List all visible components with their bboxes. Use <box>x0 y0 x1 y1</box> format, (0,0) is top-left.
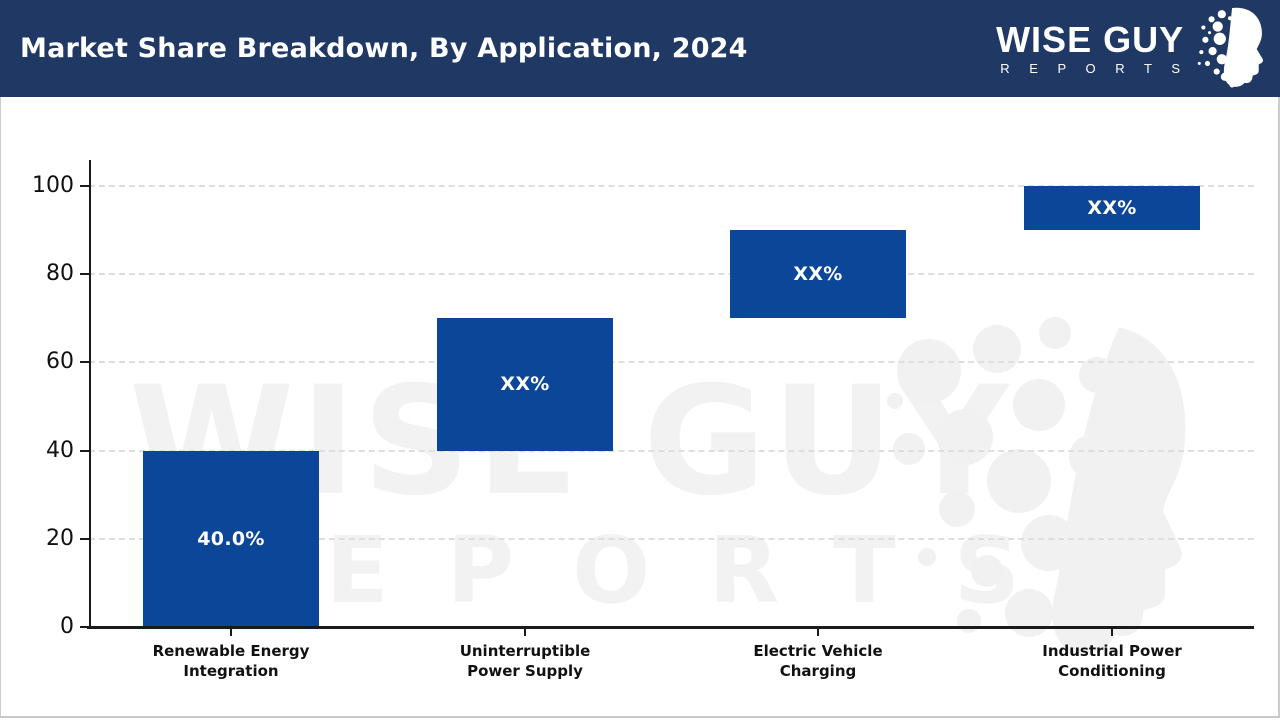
y-tick-0 <box>80 626 89 628</box>
y-tick-label-40-text: 40 <box>46 437 74 463</box>
y-tick-60 <box>80 361 89 364</box>
gridline-60 <box>89 361 1254 364</box>
gridline-40 <box>89 449 1254 452</box>
y-axis-line <box>89 160 91 629</box>
category-label-2: Electric Vehicle Charging <box>668 641 968 681</box>
y-tick-label-20: 20 <box>14 525 74 551</box>
y-tick-label-80: 80 <box>14 263 74 285</box>
bar-0-text: 40.0% <box>197 527 265 550</box>
watermark-head-icon <box>869 309 1209 693</box>
bar-2: XX% <box>730 230 906 319</box>
y-tick-100 <box>80 185 89 187</box>
category-label-line: Charging <box>779 662 857 680</box>
category-label-line: Conditioning <box>1058 662 1166 680</box>
chart-canvas: WISE GUY REPORTS <box>0 97 1280 718</box>
gridline-80 <box>89 273 1254 276</box>
x-tick-1 <box>524 629 526 636</box>
y-tick-label-0-text: 0 <box>60 614 74 639</box>
y-tick-label-80-text: 80 <box>46 261 74 287</box>
brand-logo: WISE GUY R E P O R T S <box>992 6 1280 92</box>
watermark-text-2: REPORTS <box>197 517 1079 624</box>
y-tick-label-40: 40 <box>14 437 74 463</box>
x-tick-0 <box>230 629 232 636</box>
y-tick-label-0: 0 <box>14 616 74 638</box>
y-tick-label-100: 100 <box>14 175 74 197</box>
category-label-line: Renewable Energy <box>152 642 310 660</box>
category-label-line: Integration <box>183 662 279 680</box>
gridline-20 <box>89 537 1254 540</box>
category-label-line: Uninterruptible <box>459 642 591 660</box>
y-tick-20 <box>80 537 89 540</box>
gridline-100 <box>89 185 1254 187</box>
category-label-line: Industrial Power <box>1042 642 1182 660</box>
bar-3-text: XX% <box>1087 197 1137 220</box>
bar-2-text: XX% <box>793 263 843 286</box>
y-tick-label-20-text: 20 <box>46 525 74 551</box>
chart-title: Market Share Breakdown, By Application, … <box>20 33 748 64</box>
brand-logo-text: WISE GUY R E P O R T S <box>992 19 1188 77</box>
brand-subtitle: R E P O R T S <box>1000 61 1188 76</box>
category-label-line: Electric Vehicle <box>753 642 883 660</box>
header-bar: Market Share Breakdown, By Application, … <box>0 0 1280 97</box>
x-tick-3 <box>1111 629 1113 636</box>
category-label-3: Industrial Power Conditioning <box>962 641 1262 681</box>
bar-1: XX% <box>437 318 613 451</box>
y-tick-label-60-text: 60 <box>46 349 74 375</box>
category-label-0: Renewable Energy Integration <box>81 641 381 681</box>
category-label-1: Uninterruptible Power Supply <box>375 641 675 681</box>
y-tick-80 <box>80 273 89 276</box>
bar-1-text: XX% <box>500 373 550 396</box>
y-tick-40 <box>80 449 89 452</box>
brand-head-icon <box>1192 6 1266 92</box>
bar-3: XX% <box>1024 186 1200 231</box>
category-label-line: Power Supply <box>467 662 583 680</box>
y-tick-label-100-text: 100 <box>32 173 74 198</box>
x-tick-2 <box>817 629 819 636</box>
bar-0: 40.0% <box>143 450 319 627</box>
brand-name: WISE GUY <box>996 19 1185 60</box>
x-axis-line <box>87 626 1254 629</box>
y-tick-label-60: 60 <box>14 351 74 373</box>
